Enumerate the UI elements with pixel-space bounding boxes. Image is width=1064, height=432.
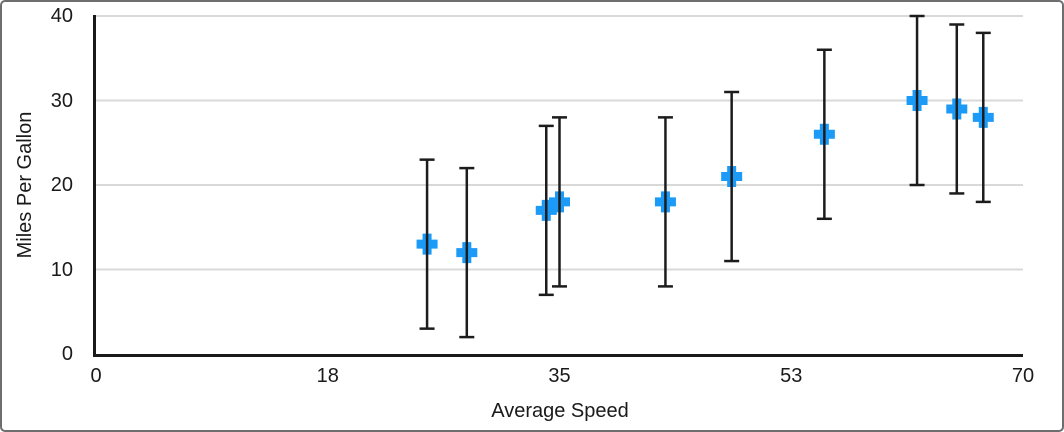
y-tick-label: 0 [61,343,73,365]
y-tick-label: 10 [50,258,73,281]
y-tick-label: 20 [50,174,73,196]
y-axis-title: Miles Per Gallon [14,111,36,259]
y-tick-label: 40 [50,5,73,27]
x-tick-label: 53 [780,365,803,387]
x-tick-label: 35 [548,365,571,387]
x-tick-label: 0 [90,365,102,387]
x-tick-label: 18 [316,365,339,387]
y-tick-label: 30 [50,89,73,112]
x-axis-title: Average Speed [491,400,629,422]
x-tick-label: 70 [1011,365,1035,387]
